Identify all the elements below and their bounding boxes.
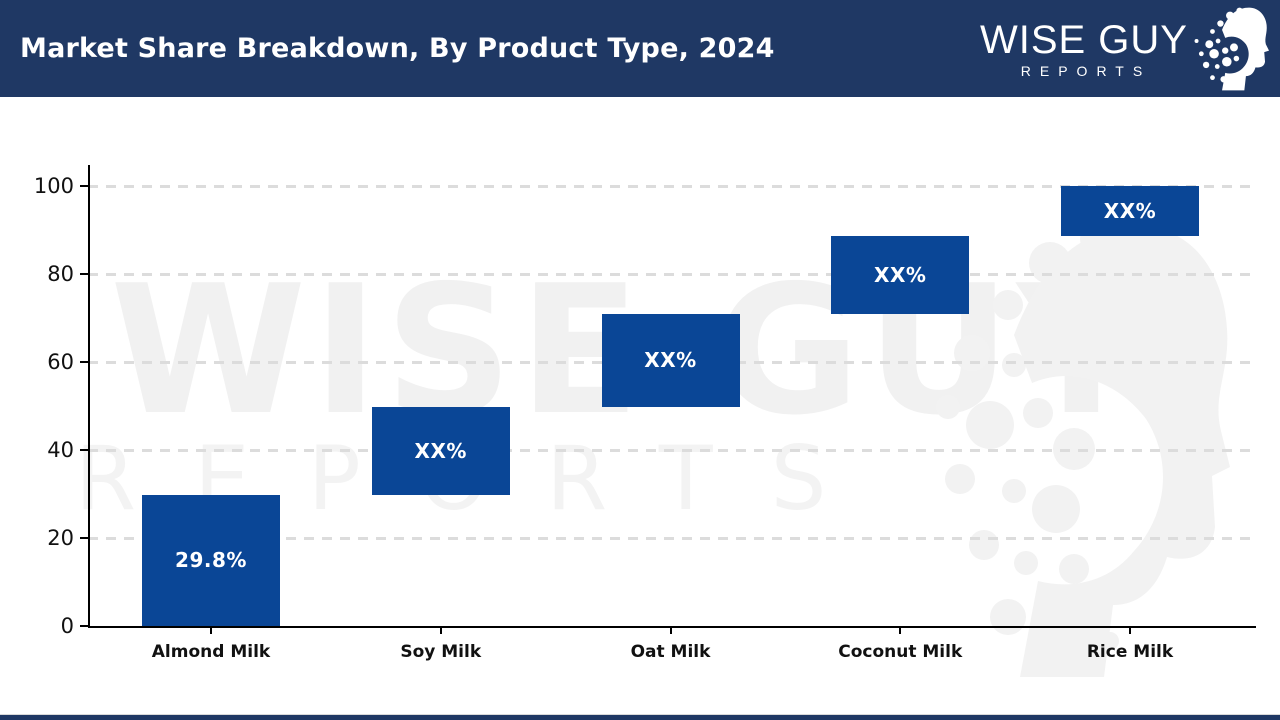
header-band: Market Share Breakdown, By Product Type,…: [0, 0, 1280, 97]
logo-text: WISE GUY REPORTS: [980, 20, 1188, 78]
y-tick-mark: [80, 185, 88, 187]
y-tick-label: 100: [33, 174, 74, 198]
wise-guy-logo: WISE GUY REPORTS: [980, 6, 1270, 92]
x-tick-mark: [210, 626, 212, 634]
x-tick-mark: [439, 626, 442, 634]
bar-oat-milk: XX%: [601, 313, 740, 407]
x-axis-label: Coconut Milk: [838, 642, 963, 662]
y-tick-mark: [80, 625, 88, 627]
gridline-80: [88, 273, 1256, 276]
y-tick-mark: [80, 361, 88, 363]
bar-value-label: XX%: [1103, 199, 1157, 224]
watermark-head-icon: [936, 224, 1230, 677]
x-axis-label: Soy Milk: [400, 642, 482, 662]
x-tick-mark: [669, 626, 672, 634]
footer-divider: [0, 714, 1280, 715]
x-axis-line: [88, 626, 1256, 628]
bar-almond-milk: 29.8%: [142, 494, 280, 626]
y-tick-label: 20: [47, 526, 74, 550]
y-tick-label: 40: [47, 438, 74, 462]
x-tick-mark: [1129, 626, 1131, 634]
y-axis-line: [88, 165, 90, 628]
gridline-40: [88, 449, 1256, 452]
y-tick-mark: [80, 273, 88, 275]
logo-wordmark: WISE GUY: [979, 17, 1188, 62]
y-tick-label: 0: [60, 614, 74, 638]
y-tick-label: 80: [47, 262, 74, 286]
logo-head-icon: [1194, 7, 1270, 90]
x-axis-label: Rice Milk: [1086, 642, 1174, 662]
x-tick-mark: [899, 626, 902, 634]
bar-rice-milk: XX%: [1061, 186, 1199, 237]
x-axis-label: Almond Milk: [151, 642, 271, 662]
y-tick-mark: [80, 449, 88, 451]
bar-value-label: XX%: [644, 348, 697, 373]
footer-band: [0, 715, 1280, 720]
bar-coconut-milk: XX%: [831, 236, 970, 314]
gridline-100: [88, 185, 1256, 188]
bar-value-label: 29.8%: [175, 548, 247, 573]
y-tick-mark: [80, 537, 88, 539]
gridline-20: [88, 537, 1256, 540]
bar-value-label: XX%: [874, 262, 927, 287]
bar-value-label: XX%: [414, 438, 467, 463]
page-title: Market Share Breakdown, By Product Type,…: [20, 33, 775, 64]
bar-soy-milk: XX%: [371, 406, 510, 495]
chart-area: WISE GUY REPORTS 02040608010029.8%Almond…: [0, 97, 1280, 715]
y-tick-label: 60: [47, 350, 74, 374]
logo-subtext: REPORTS: [1020, 62, 1152, 79]
x-axis-label: Oat Milk: [630, 642, 711, 662]
